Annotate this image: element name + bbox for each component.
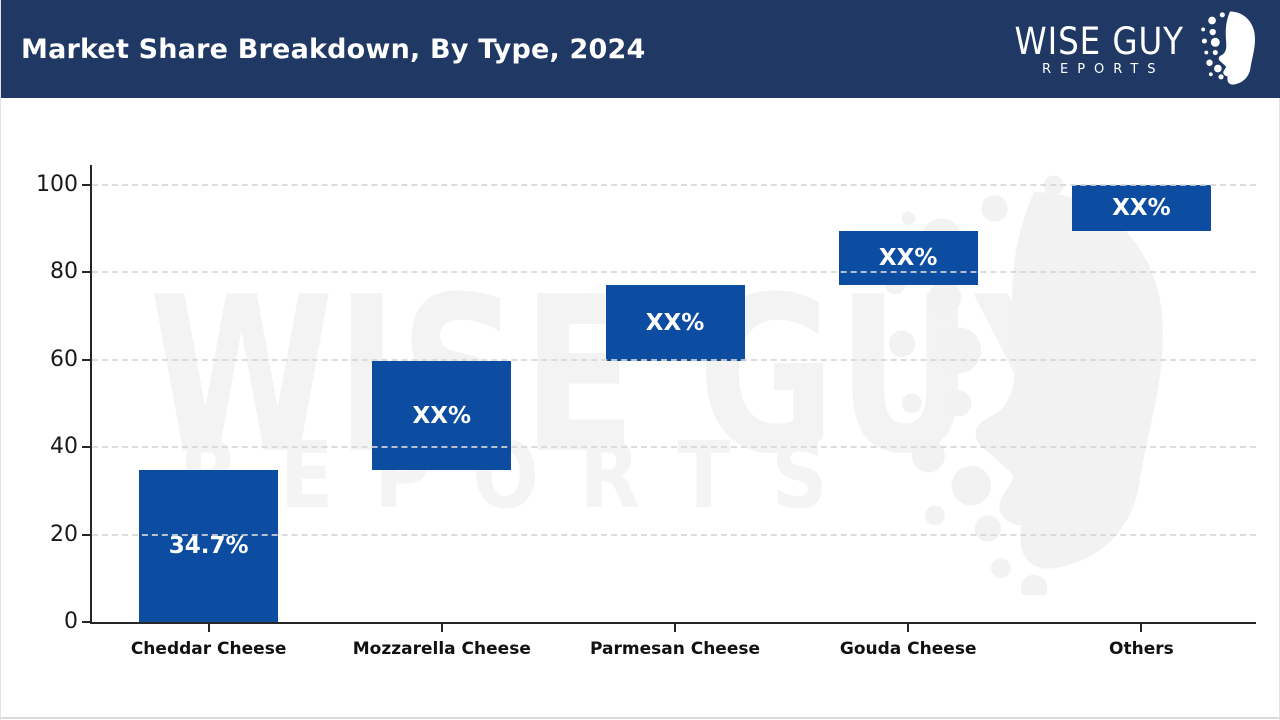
gridline [92,446,1256,448]
brand-head-icon [1197,9,1263,89]
x-tick-mark [674,624,676,632]
bar-value-label: XX% [879,245,938,271]
y-tick-label: 40 [0,436,78,458]
x-category-label: Mozzarella Cheese [353,639,531,659]
bottom-border [1,717,1279,719]
x-category-label: Gouda Cheese [840,639,977,659]
bar-value-label: 34.7% [169,533,249,559]
y-tick-label: 0 [0,611,78,633]
y-tick-mark [82,271,90,273]
x-tick-mark [907,624,909,632]
bar-value-label: XX% [646,310,705,336]
y-tick-label: 100 [0,174,78,196]
x-tick-mark [441,624,443,632]
brand-name: WISE GUY [1014,23,1183,60]
x-category-label: Others [1109,639,1174,659]
plot-area: 02040608010034.7%Cheddar CheeseXX%Mozzar… [90,165,1256,624]
x-category-label: Parmesan Cheese [590,639,760,659]
page-title: Market Share Breakdown, By Type, 2024 [21,34,645,65]
gridline [92,184,1256,186]
x-tick-mark [208,624,210,632]
gridline [92,534,1256,536]
header: Market Share Breakdown, By Type, 2024 WI… [1,0,1280,98]
x-category-label: Cheddar Cheese [131,639,287,659]
y-tick-label: 20 [0,524,78,546]
bar-value-label: XX% [1112,195,1171,221]
y-tick-mark [82,446,90,448]
page: WISE GUY REPORTS 02040608010034.7%Chedda… [0,0,1280,720]
gridline [92,271,1256,273]
y-tick-mark [82,621,90,623]
y-tick-mark [82,359,90,361]
gridline [92,359,1256,361]
bar-value-label: XX% [413,403,472,429]
brand-subname: REPORTS [1033,63,1165,76]
x-tick-mark [1140,624,1142,632]
y-tick-mark [82,184,90,186]
y-tick-label: 60 [0,349,78,371]
y-tick-label: 80 [0,261,78,283]
brand-logo: WISE GUY REPORTS [1003,9,1263,89]
y-tick-mark [82,534,90,536]
